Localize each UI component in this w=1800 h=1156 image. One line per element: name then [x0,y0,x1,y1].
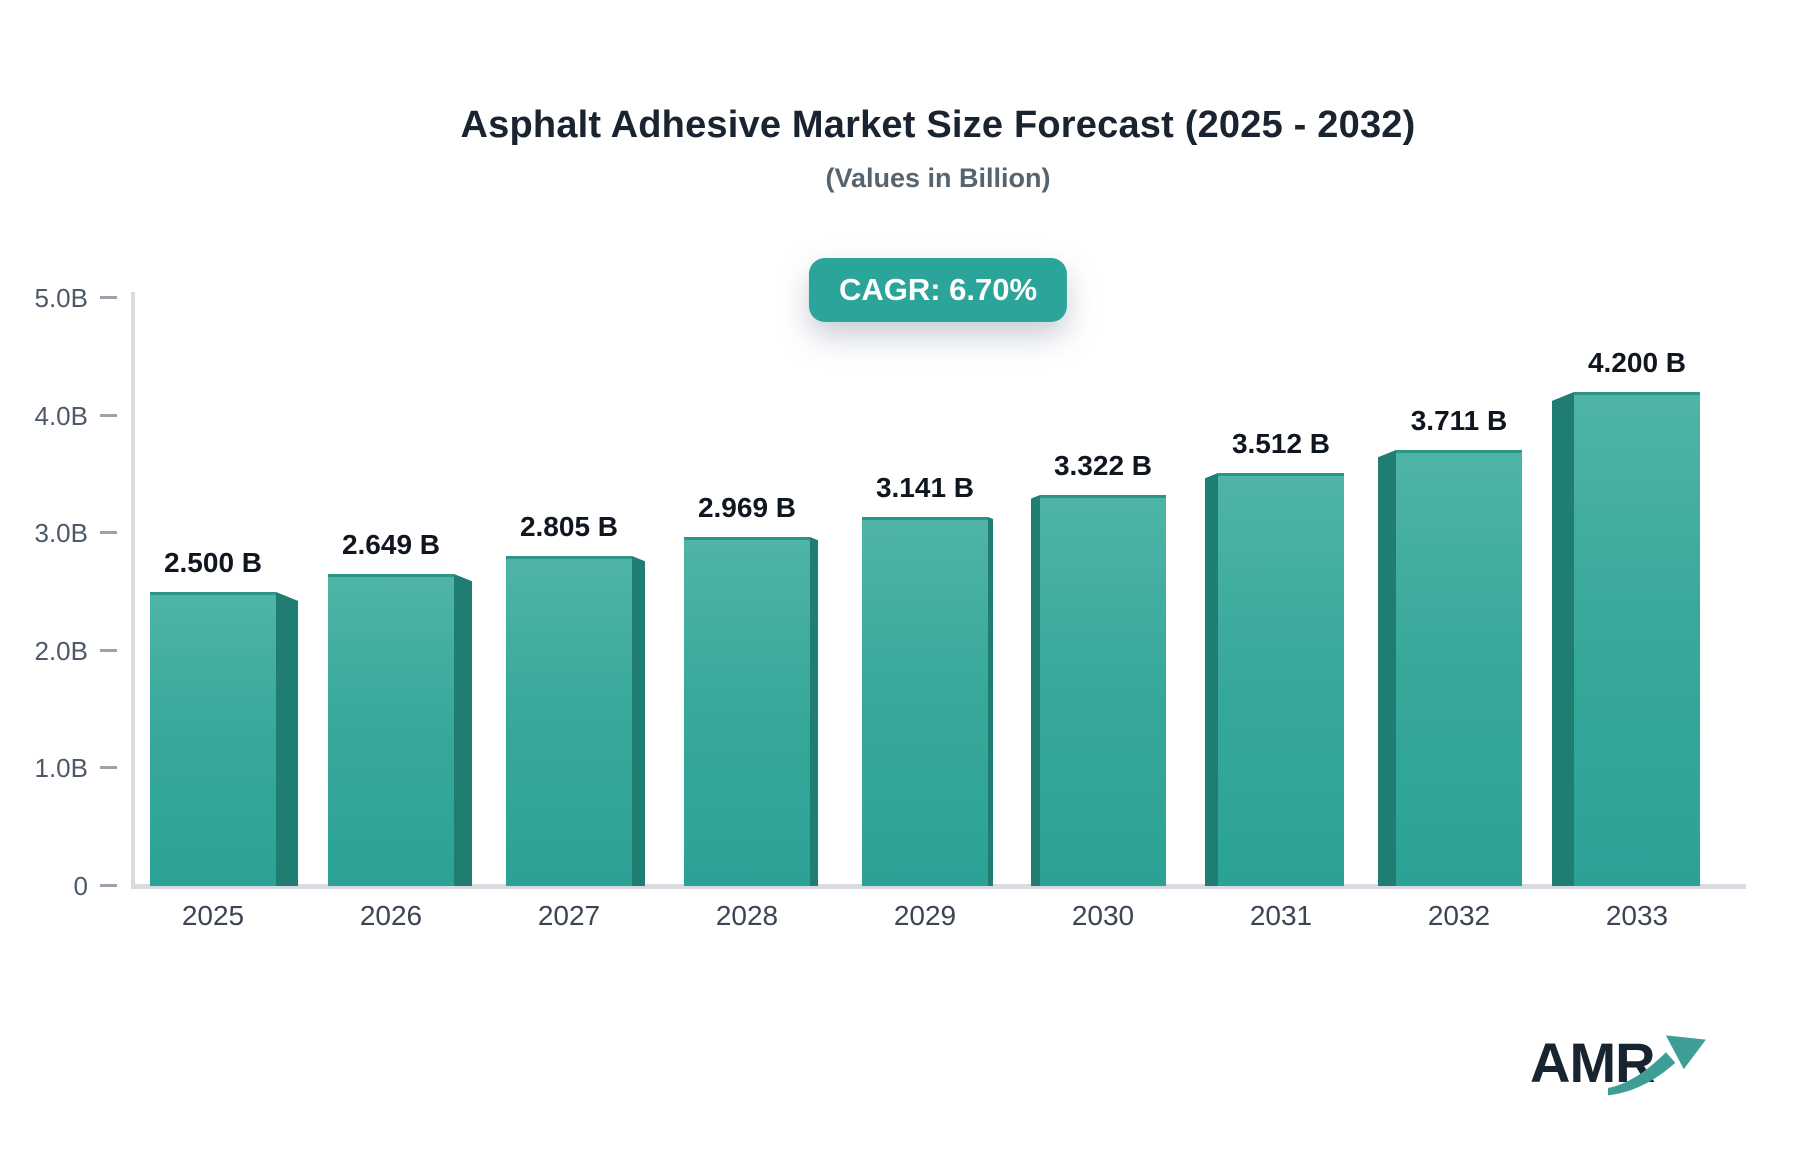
bar-side-face [276,592,298,886]
bar-value-label: 2.500 B [163,547,263,578]
bar-side-face [1031,495,1040,886]
y-tick-label: 1.0B [34,753,89,784]
x-axis-line [131,884,1746,889]
bar-2028 [684,537,818,886]
chart-title: Asphalt Adhesive Market Size Forecast (2… [460,104,1416,146]
bar-value-label: 2.969 B [697,492,797,523]
x-category-label: 2029 [893,900,957,931]
y-tick-dash [100,648,117,652]
y-tick-label: 4.0B [34,400,89,431]
bar-front-face [684,537,810,886]
x-category-label: 2026 [359,900,423,931]
bar-side-face [1205,473,1218,886]
bar-value-label: 3.711 B [1410,405,1508,436]
bar-value-label: 3.141 B [875,472,975,503]
x-category-label: 2031 [1249,900,1313,931]
bar-value-label: 2.805 B [519,511,619,542]
y-tick-label: 0 [73,871,88,901]
bar-2033 [1552,392,1700,886]
bar-2029 [862,517,993,886]
bar-front-face [328,574,454,886]
bar-2026 [328,574,472,886]
bar-2031 [1205,473,1344,886]
y-tick-dash [100,884,117,887]
x-category-label: 2027 [537,900,601,931]
bar-2027 [506,556,645,886]
bar-value-label: 3.322 B [1053,450,1153,481]
bar-2030 [1031,495,1166,886]
bar-front-face [506,556,632,886]
y-axis-line [131,292,135,886]
bar-front-face [150,592,276,886]
bar-2025 [150,592,298,886]
bar-side-face [1378,450,1396,886]
y-tick-label: 2.0B [34,635,89,666]
x-category-label: 2025 [181,900,245,931]
bar-value-label: 4.200 B [1587,347,1687,378]
y-tick-dash [100,766,117,770]
bar-side-face [1552,392,1574,886]
y-tick-label: 5.0B [34,283,89,313]
bar-side-face [988,517,993,886]
bar-side-face [454,574,472,886]
bar-front-face [1396,450,1522,886]
cagr-badge: CAGR: 6.70% [808,258,1068,322]
bar-front-face [1040,495,1166,886]
x-category-label: 2030 [1071,900,1135,931]
y-tick-label: 3.0B [34,518,89,549]
x-category-label: 2028 [715,900,779,931]
x-category-label: 2033 [1605,900,1669,931]
amr-logo: AMR [1530,1030,1730,1120]
y-tick-dash [100,413,117,417]
x-category-label: 2032 [1427,900,1491,931]
y-tick-dash [100,531,117,535]
bar-2032 [1378,450,1522,886]
bar-value-label: 2.649 B [341,529,441,560]
bar-front-face [1218,473,1344,886]
y-tick-dash [100,296,117,299]
chart-subtitle: (Values in Billion) [825,163,1051,193]
bar-value-label: 3.512 B [1231,428,1331,459]
bar-side-face [632,556,645,886]
bar-front-face [1574,392,1700,886]
bar-front-face [862,517,988,886]
amr-logo-arrow-icon [1608,1035,1706,1096]
bar-side-face [810,537,818,886]
